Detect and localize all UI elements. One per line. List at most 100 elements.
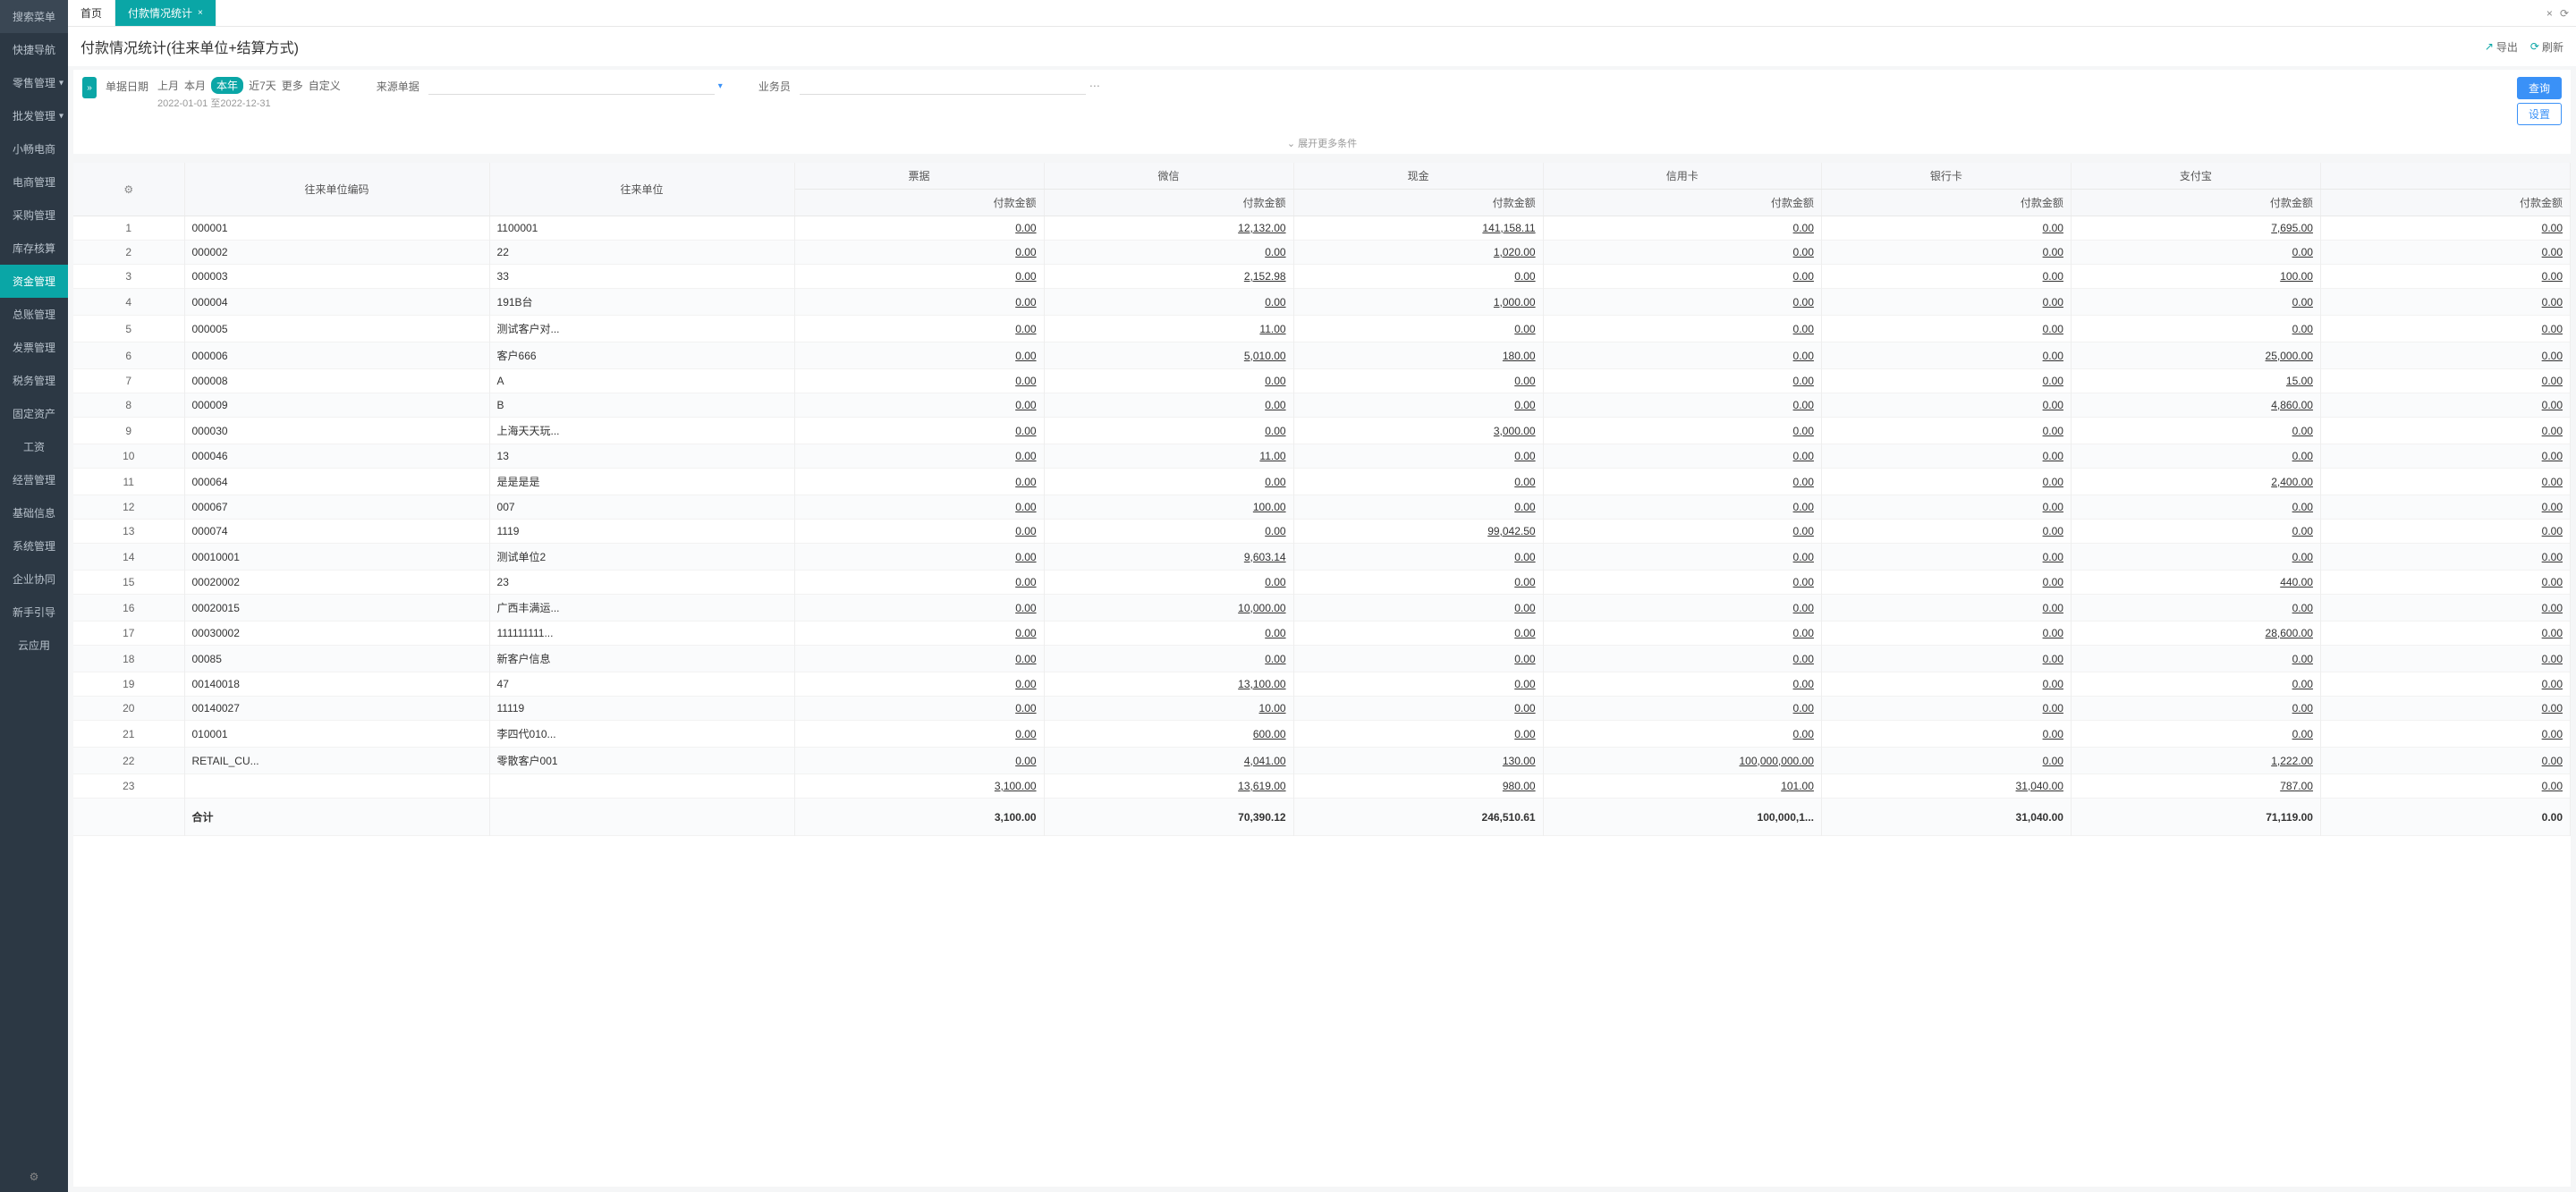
cell-amount[interactable]: 0.00 xyxy=(1293,672,1543,697)
cell-amount[interactable]: 0.00 xyxy=(2320,672,2570,697)
sidebar-item-2[interactable]: 零售管理 xyxy=(0,66,68,99)
col-sub-1[interactable]: 付款金额 xyxy=(1044,190,1293,216)
cell-amount[interactable]: 0.00 xyxy=(2320,216,2570,241)
cell-amount[interactable]: 0.00 xyxy=(2071,697,2320,721)
date-preset-2[interactable]: 本年 xyxy=(211,77,243,94)
cell-amount[interactable]: 0.00 xyxy=(794,697,1044,721)
filter-operator-input[interactable] xyxy=(800,77,1086,95)
cell-amount[interactable]: 180.00 xyxy=(1293,342,1543,369)
cell-amount[interactable]: 4,041.00 xyxy=(1044,748,1293,774)
cell-amount[interactable]: 99,042.50 xyxy=(1293,520,1543,544)
table-row[interactable]: 1800085新客户信息0.000.000.000.000.000.000.00 xyxy=(73,646,2571,672)
col-group-4[interactable]: 银行卡 xyxy=(1821,163,2071,190)
cell-amount[interactable]: 0.00 xyxy=(1543,444,1821,469)
cell-amount[interactable]: 0.00 xyxy=(1293,369,1543,393)
cell-amount[interactable]: 0.00 xyxy=(794,748,1044,774)
cell-amount[interactable]: 0.00 xyxy=(1821,748,2071,774)
cell-amount[interactable]: 0.00 xyxy=(1293,697,1543,721)
cell-amount[interactable]: 0.00 xyxy=(1044,520,1293,544)
cell-amount[interactable]: 0.00 xyxy=(1543,646,1821,672)
sidebar-item-3[interactable]: 批发管理 xyxy=(0,99,68,132)
cell-amount[interactable]: 0.00 xyxy=(1821,469,2071,495)
cell-amount[interactable]: 13,619.00 xyxy=(1044,774,1293,799)
cell-amount[interactable]: 0.00 xyxy=(1293,444,1543,469)
cell-amount[interactable]: 2,152.98 xyxy=(1044,265,1293,289)
cell-amount[interactable]: 31,040.00 xyxy=(1821,774,2071,799)
cell-amount[interactable]: 141,158.11 xyxy=(1293,216,1543,241)
col-sub-0[interactable]: 付款金额 xyxy=(794,190,1044,216)
table-row[interactable]: 11000064是是是是0.000.000.000.000.002,400.00… xyxy=(73,469,2571,495)
gear-icon[interactable]: ⚙ xyxy=(73,163,184,216)
cell-amount[interactable]: 12,132.00 xyxy=(1044,216,1293,241)
cell-amount[interactable]: 0.00 xyxy=(1821,316,2071,342)
col-sub-5[interactable]: 付款金额 xyxy=(2071,190,2320,216)
sidebar-item-6[interactable]: 采购管理 xyxy=(0,199,68,232)
cell-amount[interactable]: 0.00 xyxy=(794,216,1044,241)
filter-source-input[interactable] xyxy=(428,77,715,95)
cell-amount[interactable]: 1,020.00 xyxy=(1293,241,1543,265)
cell-amount[interactable]: 0.00 xyxy=(1821,265,2071,289)
cell-amount[interactable]: 0.00 xyxy=(2320,721,2570,748)
col-sub-6[interactable]: 付款金额 xyxy=(2320,190,2570,216)
table-row[interactable]: 100000111000010.0012,132.00141,158.110.0… xyxy=(73,216,2571,241)
sidebar-item-5[interactable]: 电商管理 xyxy=(0,165,68,199)
cell-amount[interactable]: 0.00 xyxy=(1543,544,1821,571)
table-row[interactable]: 3000003330.002,152.980.000.000.00100.000… xyxy=(73,265,2571,289)
table-row[interactable]: 2000002220.000.001,020.000.000.000.000.0… xyxy=(73,241,2571,265)
refresh-icon[interactable]: ⟳ xyxy=(2560,7,2569,20)
cell-amount[interactable]: 7,695.00 xyxy=(2071,216,2320,241)
cell-amount[interactable]: 0.00 xyxy=(1044,418,1293,444)
cell-amount[interactable]: 0.00 xyxy=(794,393,1044,418)
sidebar-item-18[interactable]: 新手引导 xyxy=(0,596,68,629)
cell-amount[interactable]: 0.00 xyxy=(1543,289,1821,316)
table-row[interactable]: 21010001李四代010...0.00600.000.000.000.000… xyxy=(73,721,2571,748)
cell-amount[interactable]: 9,603.14 xyxy=(1044,544,1293,571)
close-icon[interactable]: × xyxy=(198,8,203,18)
cell-amount[interactable]: 0.00 xyxy=(1821,241,2071,265)
cell-amount[interactable]: 101.00 xyxy=(1543,774,1821,799)
cell-amount[interactable]: 0.00 xyxy=(1821,369,2071,393)
cell-amount[interactable]: 0.00 xyxy=(2071,595,2320,621)
cell-amount[interactable]: 100,000,000.00 xyxy=(1543,748,1821,774)
col-sub-4[interactable]: 付款金额 xyxy=(1821,190,2071,216)
cell-amount[interactable]: 130.00 xyxy=(1293,748,1543,774)
sidebar-item-11[interactable]: 税务管理 xyxy=(0,364,68,397)
cell-amount[interactable]: 0.00 xyxy=(1821,342,2071,369)
cell-amount[interactable]: 0.00 xyxy=(2320,495,2570,520)
cell-amount[interactable]: 0.00 xyxy=(1044,646,1293,672)
export-button[interactable]: ↗导出 xyxy=(2485,39,2518,55)
cell-amount[interactable]: 0.00 xyxy=(794,544,1044,571)
table-container[interactable]: ⚙往来单位编码往来单位票据微信现金信用卡银行卡支付宝付款金额付款金额付款金额付款… xyxy=(73,163,2571,1187)
chevron-down-icon[interactable]: ▾ xyxy=(718,81,723,91)
cell-amount[interactable]: 10,000.00 xyxy=(1044,595,1293,621)
cell-amount[interactable]: 0.00 xyxy=(1543,595,1821,621)
cell-amount[interactable]: 0.00 xyxy=(1821,721,2071,748)
date-preset-4[interactable]: 更多 xyxy=(282,78,303,93)
cell-amount[interactable]: 0.00 xyxy=(1293,646,1543,672)
table-row[interactable]: 10000046130.0011.000.000.000.000.000.00 xyxy=(73,444,2571,469)
sidebar-item-1[interactable]: 快捷导航 xyxy=(0,33,68,66)
table-row[interactable]: 1700030002111111111...0.000.000.000.000.… xyxy=(73,621,2571,646)
cell-amount[interactable]: 440.00 xyxy=(2071,571,2320,595)
date-preset-1[interactable]: 本月 xyxy=(184,78,206,93)
table-row[interactable]: 8000009B0.000.000.000.000.004,860.000.00 xyxy=(73,393,2571,418)
cell-amount[interactable]: 0.00 xyxy=(794,241,1044,265)
cell-amount[interactable]: 0.00 xyxy=(1543,393,1821,418)
cell-amount[interactable]: 11.00 xyxy=(1044,316,1293,342)
sidebar-item-7[interactable]: 库存核算 xyxy=(0,232,68,265)
cell-amount[interactable]: 0.00 xyxy=(1821,621,2071,646)
cell-amount[interactable]: 0.00 xyxy=(2320,369,2570,393)
cell-amount[interactable]: 0.00 xyxy=(1293,595,1543,621)
cell-amount[interactable]: 787.00 xyxy=(2071,774,2320,799)
cell-amount[interactable]: 0.00 xyxy=(794,469,1044,495)
cell-amount[interactable]: 0.00 xyxy=(2320,289,2570,316)
col-sub-2[interactable]: 付款金额 xyxy=(1293,190,1543,216)
tab-1[interactable]: 付款情况统计× xyxy=(115,0,216,26)
table-row[interactable]: 5000005测试客户对...0.0011.000.000.000.000.00… xyxy=(73,316,2571,342)
cell-amount[interactable]: 1,222.00 xyxy=(2071,748,2320,774)
date-preset-3[interactable]: 近7天 xyxy=(249,78,276,93)
cell-amount[interactable]: 0.00 xyxy=(1543,495,1821,520)
more-icon[interactable]: ⋯ xyxy=(1089,80,1100,92)
cell-amount[interactable]: 0.00 xyxy=(794,369,1044,393)
cell-amount[interactable]: 0.00 xyxy=(2071,672,2320,697)
